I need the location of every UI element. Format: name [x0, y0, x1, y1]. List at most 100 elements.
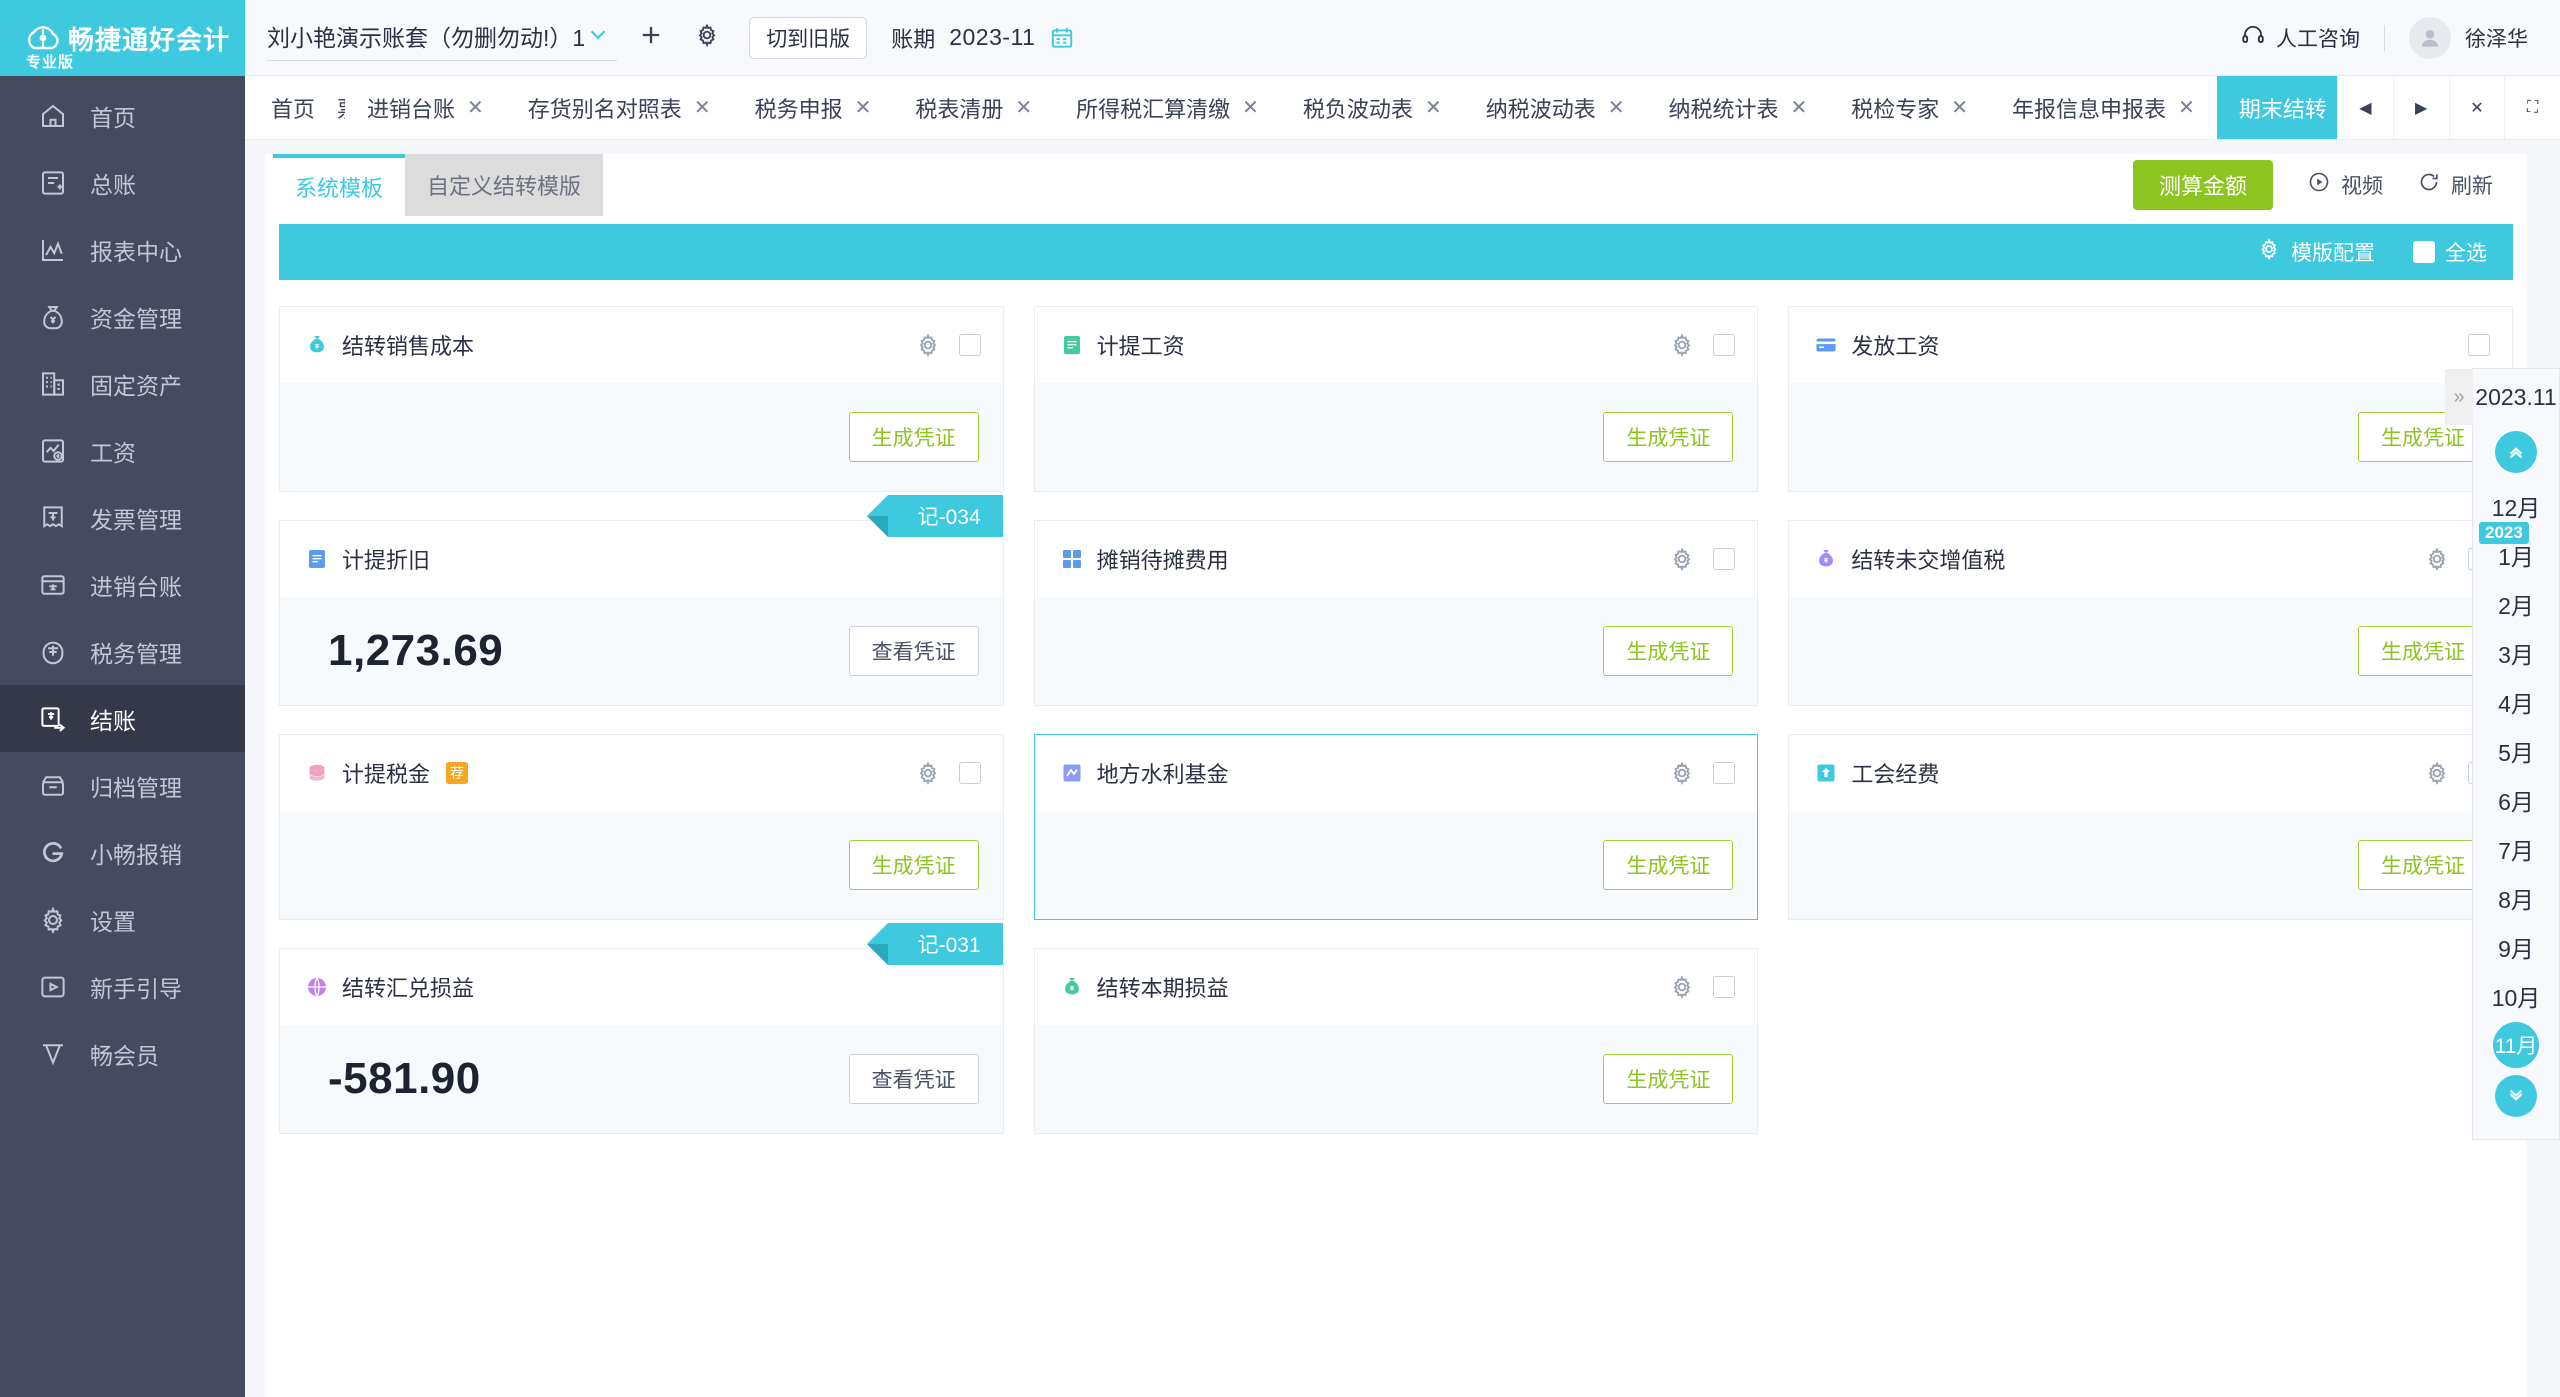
scroll-left-icon[interactable]: ◀: [2337, 76, 2393, 139]
month-item-7[interactable]: 7月: [2473, 824, 2559, 873]
tab-tax-inspection-expert[interactable]: 税检专家 ✕: [1829, 76, 1990, 139]
video-button[interactable]: 视频: [2307, 170, 2383, 200]
month-item-8[interactable]: 8月: [2473, 873, 2559, 922]
sidebar-item-tax-management[interactable]: 税务管理: [0, 618, 245, 685]
calculate-amount-button[interactable]: 测算金额: [2132, 160, 2273, 210]
sidebar-item-guide[interactable]: 新手引导: [0, 953, 245, 1020]
close-icon[interactable]: ✕: [693, 96, 711, 119]
gear-icon[interactable]: [1669, 974, 1695, 1000]
calendar-icon[interactable]: [1049, 25, 1075, 51]
sidebar-item-inventory-ledger[interactable]: 进销台账: [0, 551, 245, 618]
sidebar-item-home[interactable]: 首页: [0, 82, 245, 149]
card-checkbox[interactable]: [1713, 762, 1736, 784]
card-checkbox[interactable]: [958, 334, 981, 356]
fullscreen-icon[interactable]: ⛶: [2504, 76, 2560, 139]
month-item-2[interactable]: 2月: [2473, 579, 2559, 628]
sidebar-item-general-ledger[interactable]: 总账: [0, 149, 245, 216]
card-checkbox[interactable]: [1713, 976, 1736, 998]
tab-system-template[interactable]: 系统模板: [273, 154, 406, 216]
tab-income-tax-settlement[interactable]: 所得税汇算清缴 ✕: [1054, 76, 1281, 139]
tab-tax-burden-fluctuation[interactable]: 税负波动表 ✕: [1281, 76, 1464, 139]
gear-icon[interactable]: [915, 760, 941, 786]
tab-tax-form-register[interactable]: 税表清册 ✕: [893, 76, 1054, 139]
select-all-checkbox[interactable]: [2413, 241, 2435, 263]
month-item-6[interactable]: 6月: [2473, 775, 2559, 824]
month-item-3[interactable]: 3月: [2473, 628, 2559, 677]
chevron-down-icon[interactable]: [2495, 1075, 2537, 1117]
period-selector[interactable]: 账期 2023-11: [891, 22, 1075, 54]
scroll-right-icon[interactable]: ▶: [2392, 76, 2449, 139]
generate-voucher-button[interactable]: 生成凭证: [848, 412, 979, 462]
account-settings-button[interactable]: [685, 16, 729, 60]
generate-voucher-button[interactable]: 生成凭证: [1603, 412, 1734, 462]
view-voucher-button[interactable]: 查看凭证: [848, 1054, 979, 1104]
sidebar-item-closing[interactable]: 结账: [0, 685, 245, 752]
close-icon[interactable]: ✕: [467, 96, 484, 119]
tab-home[interactable]: 首页: [245, 76, 337, 139]
gear-icon[interactable]: [2424, 760, 2450, 786]
month-item-9[interactable]: 9月: [2473, 922, 2559, 971]
generate-voucher-button[interactable]: 生成凭证: [848, 840, 979, 890]
month-item-4[interactable]: 4月: [2473, 677, 2559, 726]
support-button[interactable]: 人工咨询: [2240, 22, 2360, 54]
close-icon[interactable]: ✕: [2178, 96, 2195, 119]
card-checkbox[interactable]: [1713, 334, 1736, 356]
generate-voucher-button[interactable]: 生成凭证: [1603, 1054, 1734, 1104]
month-item-1[interactable]: 2023 1月: [2473, 522, 2559, 579]
gear-icon[interactable]: [1669, 546, 1695, 572]
card-checkbox[interactable]: [958, 762, 981, 784]
chevron-up-icon[interactable]: [2495, 431, 2537, 473]
tab-tax-payment-fluctuation[interactable]: 纳税波动表 ✕: [1464, 76, 1647, 139]
gear-icon[interactable]: [1669, 760, 1695, 786]
tab-period-end-closing[interactable]: 期末结转 ✕: [2216, 76, 2338, 139]
close-icon[interactable]: ✕: [1790, 96, 1808, 119]
generate-voucher-button[interactable]: 生成凭证: [2358, 626, 2488, 676]
tab-inventory-alias-table[interactable]: 存货别名对照表 ✕: [506, 76, 733, 139]
gear-icon[interactable]: [1669, 332, 1695, 358]
tab-clipped[interactable]: 票 ✕: [337, 76, 345, 139]
month-item-10[interactable]: 10月: [2473, 971, 2559, 1020]
sidebar-item-report-center[interactable]: 报表中心: [0, 216, 245, 283]
gear-icon[interactable]: [915, 332, 941, 358]
voucher-ribbon[interactable]: 记-031: [866, 923, 1003, 965]
generate-voucher-button[interactable]: 生成凭证: [1603, 626, 1734, 676]
tab-custom-template[interactable]: 自定义结转模版: [405, 154, 604, 216]
switch-to-old-version-button[interactable]: 切到旧版: [749, 16, 868, 59]
card-checkbox[interactable]: [1713, 548, 1736, 570]
tab-inventory-ledger[interactable]: 进销台账 ✕: [345, 76, 506, 139]
template-config-button[interactable]: 模版配置: [2257, 237, 2375, 267]
view-voucher-button[interactable]: 查看凭证: [848, 626, 979, 676]
sidebar-item-archive-management[interactable]: 归档管理: [0, 752, 245, 819]
sidebar-item-payroll[interactable]: 工资: [0, 417, 245, 484]
generate-voucher-button[interactable]: 生成凭证: [1603, 840, 1734, 890]
close-icon[interactable]: ✕: [1242, 96, 1259, 119]
close-icon[interactable]: ✕: [854, 96, 872, 119]
sidebar-item-vip[interactable]: 畅会员: [0, 1020, 245, 1087]
sidebar-item-invoice-management[interactable]: 发票管理: [0, 484, 245, 551]
tab-annual-report-form[interactable]: 年报信息申报表 ✕: [1990, 76, 2217, 139]
chevrons-right-icon[interactable]: »: [2445, 369, 2473, 425]
voucher-ribbon[interactable]: 记-034: [866, 495, 1003, 537]
close-icon[interactable]: ✕: [1951, 96, 1969, 119]
user-menu[interactable]: 徐泽华: [2409, 16, 2528, 59]
sidebar-item-fixed-assets[interactable]: 固定资产: [0, 350, 245, 417]
refresh-button[interactable]: 刷新: [2417, 170, 2493, 200]
sidebar-item-reimbursement[interactable]: 小畅报销: [0, 819, 245, 886]
month-item-11[interactable]: 11月: [2473, 1020, 2559, 1069]
month-item-12[interactable]: 12月: [2473, 481, 2559, 530]
gear-icon[interactable]: [2424, 546, 2450, 572]
close-tab-icon[interactable]: ✕: [2448, 76, 2505, 139]
select-all-control[interactable]: 全选: [2413, 237, 2487, 267]
tab-tax-statistics[interactable]: 纳税统计表 ✕: [1646, 76, 1829, 139]
card-checkbox[interactable]: [2468, 334, 2490, 356]
add-account-set-button[interactable]: [629, 16, 673, 60]
close-icon[interactable]: ✕: [1607, 96, 1625, 119]
month-item-5[interactable]: 5月: [2473, 726, 2559, 775]
close-icon[interactable]: ✕: [1424, 96, 1442, 119]
tab-tax-filing[interactable]: 税务申报 ✕: [733, 76, 894, 139]
account-set-selector[interactable]: 刘小艳演示账套（勿删勿动!）1: [267, 15, 618, 61]
sidebar-item-fund-management[interactable]: 资金管理: [0, 283, 245, 350]
close-icon[interactable]: ✕: [1015, 96, 1033, 119]
sidebar-item-settings[interactable]: 设置: [0, 886, 245, 953]
generate-voucher-button[interactable]: 生成凭证: [2358, 840, 2488, 890]
